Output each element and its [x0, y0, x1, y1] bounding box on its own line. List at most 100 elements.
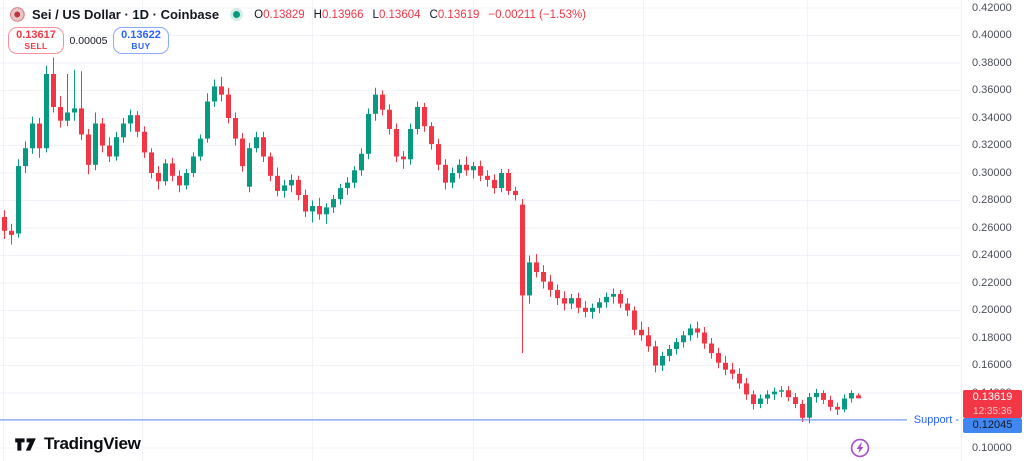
candle-body: [548, 281, 553, 290]
buy-price: 0.13622: [121, 28, 161, 41]
symbol-title[interactable]: Sei / US Dollar · 1D · Coinbase: [32, 7, 220, 22]
candle-body: [751, 394, 756, 404]
candle-body: [744, 383, 749, 395]
ohlc-readout: O0.13829 H0.13966 L0.13604 C0.13619 −0.0…: [254, 9, 586, 21]
candle-body: [429, 126, 434, 145]
candle-body: [723, 362, 728, 370]
tradingview-logo-text: TradingView: [44, 434, 141, 453]
candle-body: [191, 156, 196, 173]
candle-body: [324, 207, 329, 215]
candle-body: [590, 307, 595, 312]
candle-body: [121, 123, 126, 138]
price-axis-label: 0.38000: [972, 56, 1012, 69]
sell-label: SELL: [24, 40, 48, 51]
candle-body: [401, 156, 406, 160]
candle-body: [849, 393, 854, 399]
candle-body: [86, 134, 91, 165]
candle-body: [541, 272, 546, 282]
candle-body: [569, 298, 574, 304]
candle-body: [443, 164, 448, 183]
candle-body: [758, 398, 763, 404]
candle-body: [310, 206, 315, 212]
candle-body: [261, 137, 266, 157]
candle-body: [772, 391, 777, 395]
candle-body: [422, 107, 427, 127]
candle-body: [163, 163, 168, 182]
lightning-icon: [850, 438, 870, 458]
candle-body: [205, 101, 210, 139]
candle-body: [625, 303, 630, 311]
candle-body: [639, 329, 644, 336]
candle-body: [800, 404, 805, 418]
sell-price: 0.13617: [16, 28, 56, 41]
ohlc-high: H0.13966: [313, 8, 364, 21]
candle-body: [2, 217, 7, 231]
last-price-label: 0.13619 12:35:36: [963, 390, 1022, 419]
candle-body: [296, 179, 301, 195]
candle-body: [23, 148, 28, 167]
ohlc-open: O0.13829: [254, 8, 305, 21]
candle-body: [576, 298, 581, 308]
candle-body: [37, 123, 42, 149]
candle-body: [478, 166, 483, 176]
candle-body: [114, 137, 119, 157]
candle-body: [184, 173, 189, 186]
candle-body: [149, 152, 154, 173]
candle-body: [730, 369, 735, 374]
candle-body: [16, 166, 21, 234]
candle-body: [408, 129, 413, 160]
buy-button[interactable]: 0.13622 BUY: [113, 27, 169, 54]
candle-body: [226, 94, 231, 118]
candle-body: [856, 395, 861, 399]
tradingview-mark-icon: [15, 437, 36, 451]
candle-body: [681, 335, 686, 343]
candle-body: [457, 164, 462, 174]
last-price-value: 0.13619: [972, 391, 1013, 404]
candle-body: [737, 373, 742, 384]
ohlc-low: L0.13604: [372, 8, 421, 21]
candle-body: [394, 129, 399, 157]
candle-body: [660, 355, 665, 366]
price-axis-label: 0.20000: [972, 304, 1012, 316]
candle-body: [58, 107, 63, 121]
candle-body: [30, 123, 35, 149]
candle-body: [765, 394, 770, 399]
candle-body: [646, 335, 651, 347]
candle-body: [100, 123, 105, 146]
candle-body: [366, 113, 371, 154]
candle-body: [387, 109, 392, 129]
candle-body: [254, 137, 259, 149]
candle-body: [107, 145, 112, 157]
candle-body: [464, 164, 469, 171]
candle-body: [674, 342, 679, 349]
ohlc-close: C0.13619: [429, 8, 480, 21]
candle-body: [534, 262, 539, 272]
price-axis-label: 0.26000: [972, 221, 1012, 234]
candle-body: [128, 115, 133, 124]
candle-body: [814, 393, 819, 398]
candle-body: [359, 153, 364, 171]
tradingview-logo[interactable]: TradingView: [14, 434, 141, 454]
candle-body: [821, 393, 826, 400]
sell-button[interactable]: 0.13617 SELL: [8, 27, 64, 54]
candle-body: [93, 123, 98, 165]
candle-body: [786, 390, 791, 398]
candle-body: [198, 138, 203, 157]
support-price-label[interactable]: 0.12045: [963, 418, 1022, 434]
support-line-title[interactable]: Support -: [906, 412, 960, 427]
candle-body: [219, 86, 224, 95]
price-axis-label: 0.22000: [972, 276, 1012, 289]
lightning-alert-button[interactable]: [850, 438, 870, 458]
candle-body: [499, 173, 504, 189]
candle-body: [240, 138, 245, 167]
candle-body: [527, 262, 532, 296]
candle-body: [611, 294, 616, 297]
candle-body: [373, 94, 378, 114]
candle-body: [177, 175, 182, 186]
ohlc-change: −0.00211 (−1.53%): [488, 8, 587, 21]
candle-body: [520, 204, 525, 296]
candle-body: [352, 170, 357, 183]
bar-countdown: 12:35:36: [973, 406, 1012, 418]
candle-body: [597, 302, 602, 308]
